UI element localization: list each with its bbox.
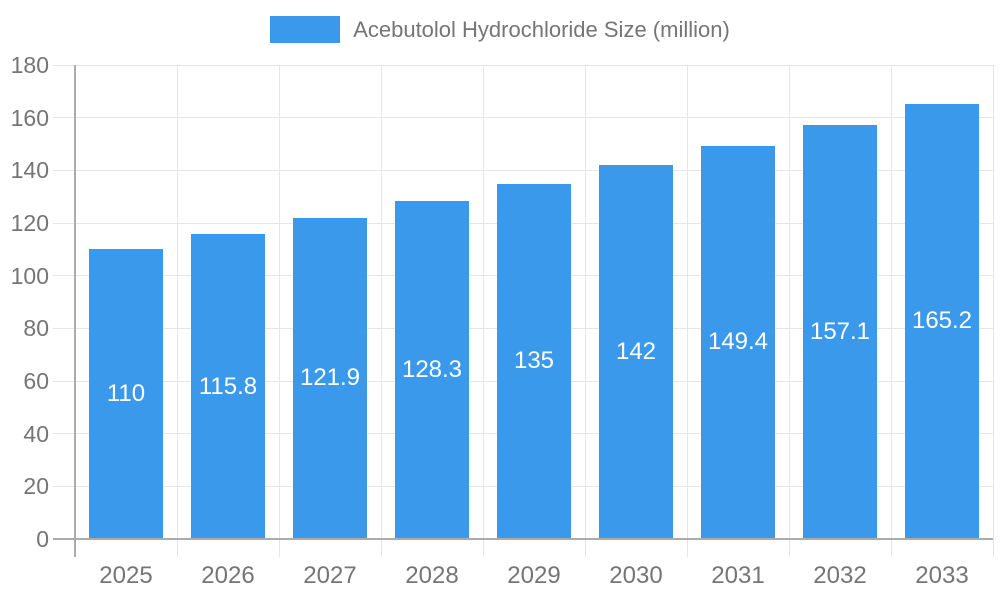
x-axis-tick-label: 2026 — [201, 562, 255, 589]
x-gridline — [686, 65, 688, 557]
x-axis-tick-label: 2031 — [711, 562, 765, 589]
x-axis-tick-label: 2029 — [507, 562, 561, 589]
bar-value-label: 110 — [106, 380, 146, 408]
bar-value-label: 149.4 — [707, 328, 769, 356]
bar-2033 — [905, 103, 979, 538]
y-axis-tick-label: 40 — [23, 420, 49, 447]
x-axis-tick-label: 2027 — [303, 562, 357, 589]
bar-2032 — [803, 125, 877, 538]
x-gridline — [482, 65, 484, 557]
y-axis-tick-label: 0 — [36, 526, 49, 552]
x-axis-tick-label: 2030 — [609, 562, 663, 589]
y-gridline — [53, 169, 993, 171]
bar-value-label: 128.3 — [401, 356, 463, 384]
x-axis-tick-label: 2025 — [99, 562, 153, 589]
x-gridline — [278, 65, 280, 557]
legend: Acebutolol Hydrochloride Size (million) — [0, 16, 1000, 43]
x-gridline — [890, 65, 892, 557]
bar-value-label: 121.9 — [299, 364, 361, 392]
y-axis-tick-label: 180 — [10, 52, 49, 78]
legend-label: Acebutolol Hydrochloride Size (million) — [353, 16, 730, 42]
legend-swatch — [270, 16, 341, 43]
x-axis-tick-label: 2028 — [405, 562, 459, 589]
bar-2026 — [191, 234, 265, 538]
x-gridline — [380, 65, 382, 557]
y-gridline — [53, 64, 993, 66]
y-axis-tick-label: 100 — [10, 262, 49, 289]
bar-value-label: 142 — [615, 338, 657, 366]
bar-value-label: 115.8 — [198, 372, 258, 400]
bar-value-label: 165.2 — [911, 307, 973, 335]
x-axis-line — [53, 537, 993, 540]
bar-2030 — [599, 165, 673, 538]
y-axis-tick-label: 160 — [10, 104, 49, 131]
y-axis-line — [73, 65, 76, 557]
y-axis-tick-label: 120 — [10, 210, 49, 236]
bar-value-label: 135 — [513, 347, 555, 375]
y-axis-tick-label: 140 — [10, 157, 49, 184]
y-axis-tick-label: 80 — [23, 315, 49, 342]
bar-2025 — [89, 249, 163, 538]
y-axis-tick-label: 20 — [23, 473, 49, 500]
x-gridline — [992, 65, 994, 557]
y-axis-tick-label: 60 — [23, 368, 49, 394]
x-gridline — [584, 65, 586, 557]
x-axis-tick-label: 2032 — [813, 562, 867, 589]
x-axis-tick-label: 2033 — [915, 562, 969, 589]
y-gridline — [53, 117, 993, 119]
x-gridline — [788, 65, 790, 557]
bar-2031 — [701, 145, 775, 538]
bar-2028 — [395, 201, 469, 538]
bar-2027 — [293, 217, 367, 538]
bar-2029 — [497, 183, 571, 538]
bar-value-label: 157.1 — [809, 318, 871, 346]
x-gridline — [176, 65, 178, 557]
